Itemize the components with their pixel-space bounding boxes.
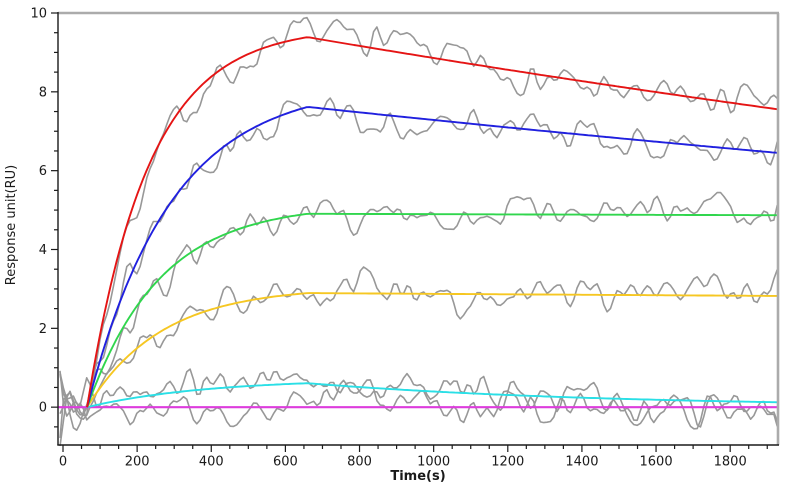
data-layer bbox=[58, 16, 778, 446]
fit-blue-curve bbox=[86, 106, 778, 408]
x-tick-label: 1800 bbox=[714, 455, 747, 470]
x-tick-label: 1400 bbox=[565, 455, 598, 470]
fit-cyan-curve bbox=[86, 382, 778, 409]
noise-trace-blue bbox=[59, 97, 778, 420]
fit-green-curve bbox=[86, 212, 778, 408]
y-tick-label: 0 bbox=[39, 401, 47, 416]
axes-lines bbox=[57, 12, 779, 446]
noise-trace-green bbox=[59, 191, 778, 439]
x-tick-label: 400 bbox=[199, 455, 224, 470]
noise-trace-magenta bbox=[59, 373, 778, 430]
x-tick-label: 800 bbox=[347, 455, 372, 470]
x-tick-label: 1000 bbox=[417, 455, 450, 470]
x-axis-title: Time(s) bbox=[390, 469, 445, 484]
noise-trace-red bbox=[59, 16, 778, 446]
y-tick-label: 6 bbox=[39, 164, 47, 179]
y-tick-label: 10 bbox=[30, 7, 47, 22]
y-tick-label: 4 bbox=[39, 243, 47, 258]
y-axis-title: Response unit(RU) bbox=[4, 165, 19, 285]
fit-red-curve bbox=[86, 36, 778, 408]
x-tick-label: 1600 bbox=[640, 455, 673, 470]
x-tick-label: 200 bbox=[125, 455, 150, 470]
x-tick-label: 600 bbox=[273, 455, 298, 470]
y-tick-label: 2 bbox=[39, 322, 47, 337]
chart-generated-layer: 0 200 400 600 800 1000 1200 1400 1600 1800 0 2 4 6 8 10 bbox=[30, 7, 780, 470]
x-tick-label: 1200 bbox=[491, 455, 524, 470]
x-tick-label: 0 bbox=[59, 455, 67, 470]
y-tick-label: 8 bbox=[39, 85, 47, 100]
tick-marks bbox=[51, 12, 768, 452]
fit-orange-curve bbox=[86, 292, 778, 408]
tick-labels: 0 200 400 600 800 1000 1200 1400 1600 1800 0 2 4 6 8 10 bbox=[30, 7, 746, 470]
